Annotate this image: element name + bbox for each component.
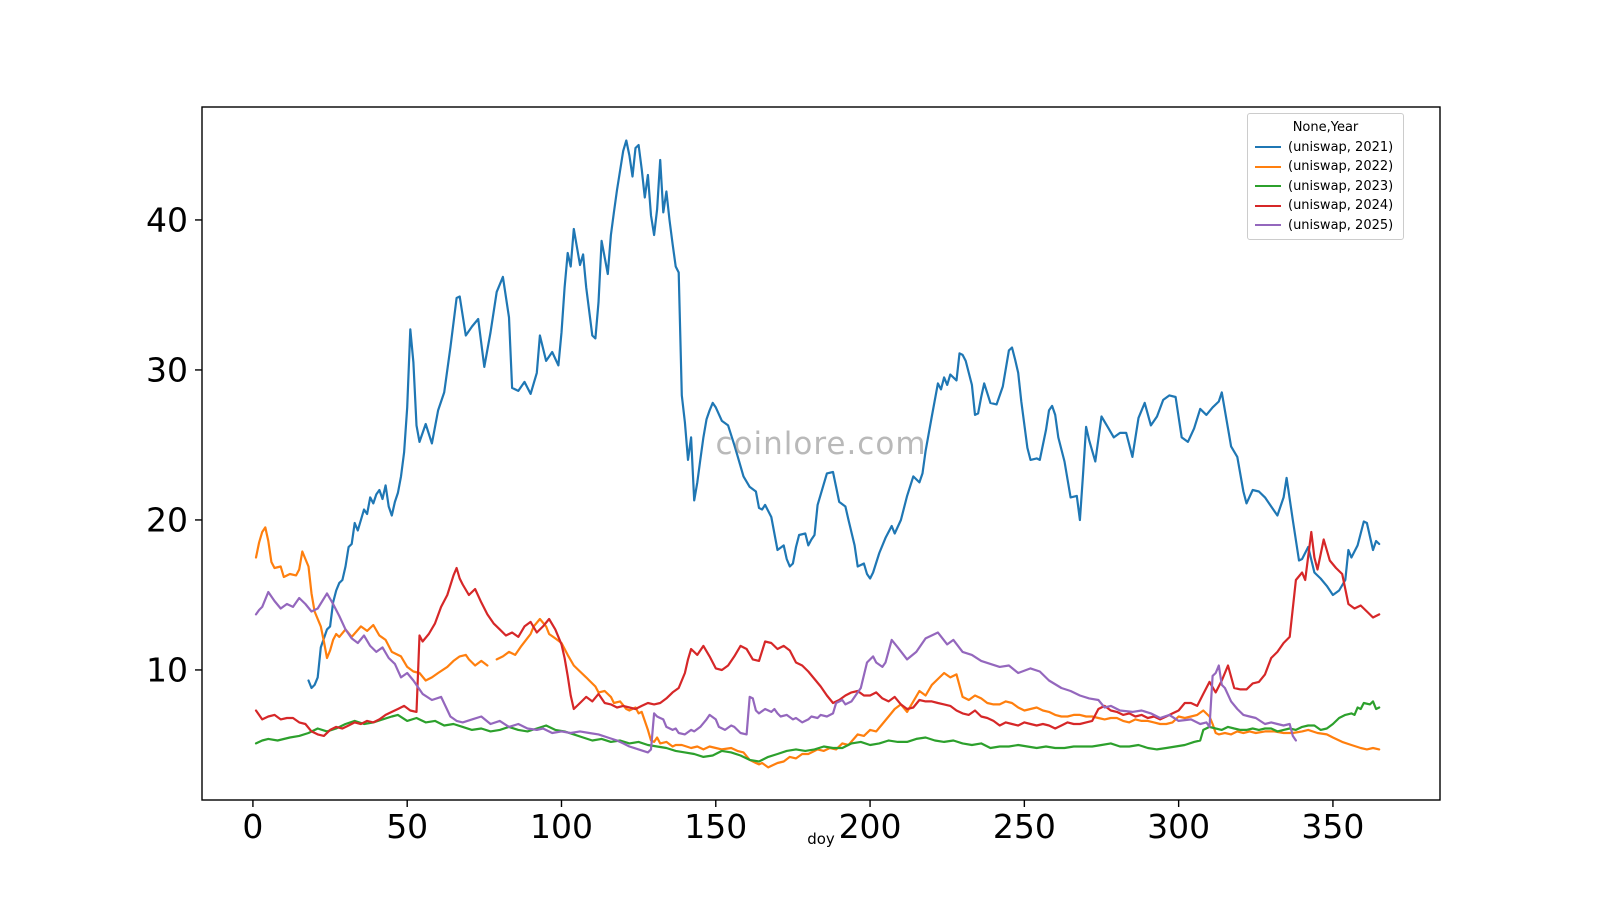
legend-item-label: (uniswap, 2023) (1288, 178, 1394, 194)
series-line-2025 (254, 590, 1298, 754)
x-tick-label: 100 (530, 807, 593, 846)
legend-item-label: (uniswap, 2021) (1288, 139, 1394, 155)
legend-item-2025: (uniswap, 2025) (1255, 216, 1396, 236)
x-tick-label: 150 (684, 807, 747, 846)
legend-item-2021: (uniswap, 2021) (1255, 138, 1396, 158)
series-line-2023 (254, 700, 1381, 763)
legend-item-label: (uniswap, 2024) (1288, 198, 1394, 213)
y-tick-label: 10 (146, 650, 188, 689)
legend-line-swatch (1255, 146, 1281, 149)
legend: None,Year (uniswap, 2021) (uniswap, 2022)… (1247, 113, 1404, 240)
series-line-2022 (254, 526, 489, 682)
x-tick-label: 300 (1147, 807, 1210, 846)
axes-frame (201, 106, 1441, 801)
y-tick-label: 20 (146, 500, 188, 539)
x-tick-label: 250 (993, 807, 1056, 846)
legend-title: None,Year (1292, 120, 1359, 135)
x-tick-label: 50 (386, 807, 428, 846)
legend-line-swatch (1255, 224, 1281, 227)
x-axis-label: doy (807, 830, 835, 848)
legend-item-2024: (uniswap, 2024) (1255, 196, 1396, 216)
x-tick-label: 350 (1301, 807, 1364, 846)
x-tick-label: 200 (839, 807, 902, 846)
legend-item-2023: (uniswap, 2023) (1255, 177, 1396, 197)
series-line-2021 (307, 139, 1381, 690)
legend-item-2022: (uniswap, 2022) (1255, 157, 1396, 177)
series-line-2022 (495, 617, 1381, 769)
y-tick-label: 30 (146, 350, 188, 389)
series-line-2024 (254, 530, 1381, 738)
legend-item-label: (uniswap, 2025) (1288, 217, 1394, 233)
legend-item-label: (uniswap, 2022) (1288, 159, 1394, 174)
legend-line-swatch (1255, 185, 1281, 188)
legend-line-swatch (1255, 204, 1281, 207)
y-tick-label: 40 (146, 200, 188, 239)
x-tick-label: 0 (242, 807, 263, 846)
legend-line-swatch (1255, 165, 1281, 168)
